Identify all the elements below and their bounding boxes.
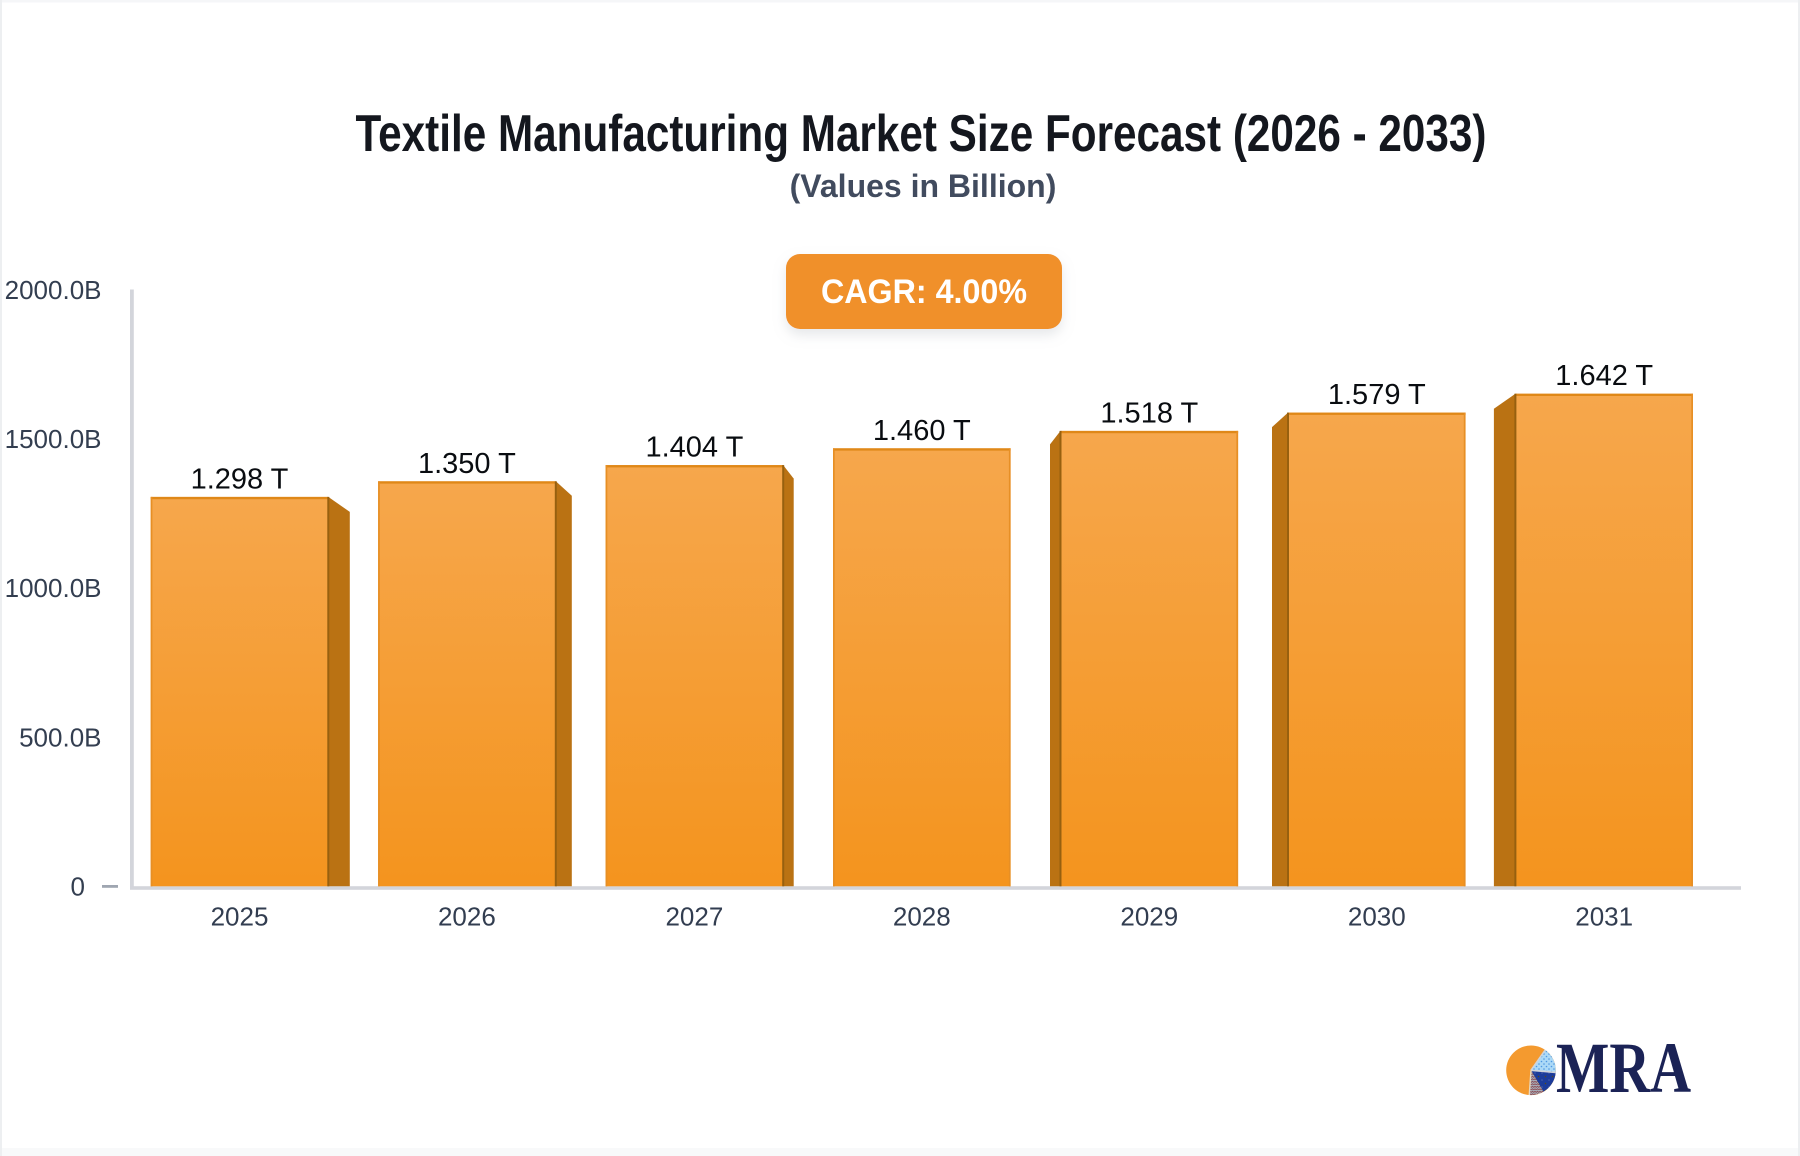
svg-text:1000.0B: 1000.0B [5, 573, 102, 603]
svg-text:1.518 T: 1.518 T [1100, 397, 1198, 429]
svg-text:1500.0B: 1500.0B [5, 424, 102, 454]
svg-text:1.350 T: 1.350 T [418, 448, 516, 480]
svg-text:1.579 T: 1.579 T [1328, 379, 1426, 411]
svg-text:(Values in Billion): (Values in Billion) [790, 168, 1057, 204]
svg-text:500.0B: 500.0B [19, 722, 101, 752]
svg-text:CAGR: 4.00%: CAGR: 4.00% [821, 273, 1027, 311]
svg-text:1.460 T: 1.460 T [873, 415, 971, 447]
svg-text:Textile Manufacturing Market S: Textile Manufacturing Market Size Foreca… [356, 105, 1487, 163]
svg-text:2031: 2031 [1575, 902, 1633, 932]
svg-text:2025: 2025 [211, 902, 269, 932]
svg-text:0: 0 [71, 872, 85, 902]
svg-text:MRA: MRA [1556, 1028, 1691, 1108]
svg-text:2027: 2027 [665, 902, 723, 932]
svg-text:2026: 2026 [438, 902, 496, 932]
svg-text:1.642 T: 1.642 T [1555, 360, 1653, 392]
svg-text:2028: 2028 [893, 902, 951, 932]
svg-text:1.298 T: 1.298 T [191, 463, 289, 495]
svg-text:2000.0B: 2000.0B [5, 275, 102, 305]
svg-text:2030: 2030 [1348, 902, 1406, 932]
svg-text:1.404 T: 1.404 T [645, 432, 743, 464]
svg-text:2029: 2029 [1120, 902, 1178, 932]
